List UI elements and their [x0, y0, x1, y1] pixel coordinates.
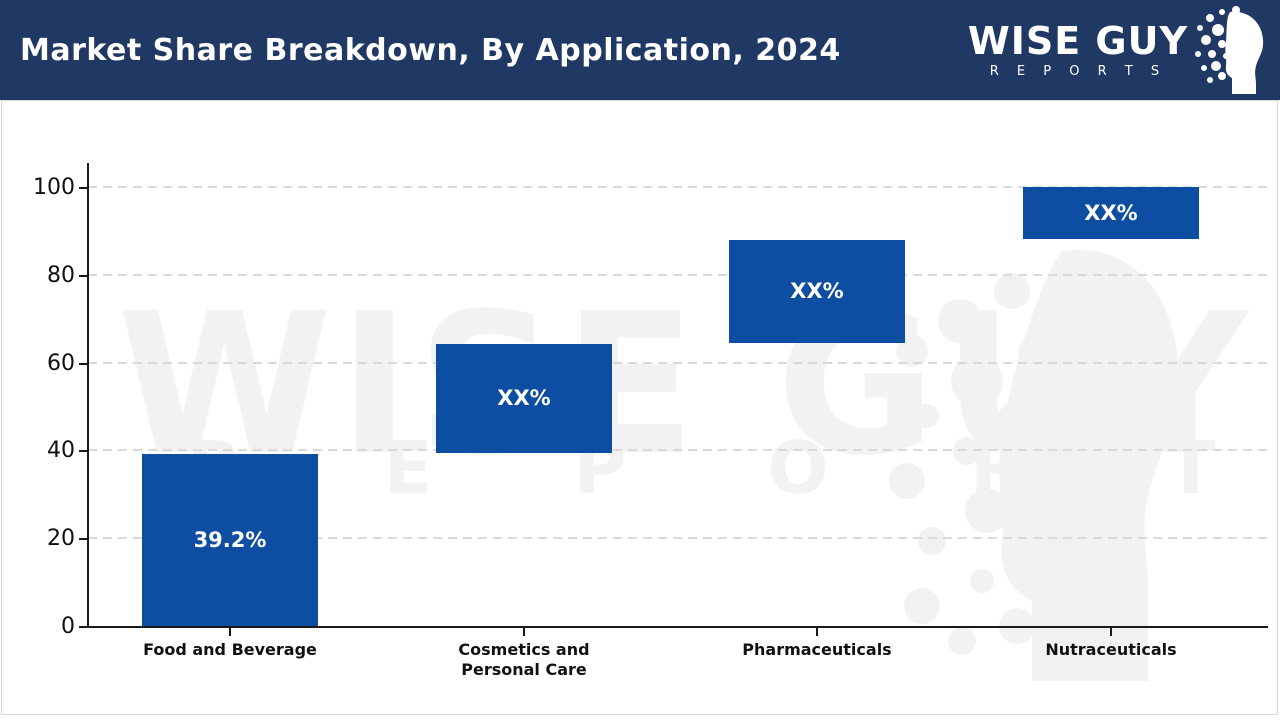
y-axis-tick: [79, 187, 87, 189]
x-category-label: Pharmaceuticals: [742, 640, 892, 659]
brand-logo: WISE GUY R E P O R T S: [968, 6, 1266, 94]
x-category-label: Cosmetics and Personal Care: [458, 640, 590, 679]
watermark-head-dots-icon: [889, 249, 1179, 681]
bar-value-label: XX%: [497, 386, 551, 411]
bar-value-label: 39.2%: [193, 527, 267, 552]
y-tick-label: 60: [47, 350, 75, 376]
x-axis-tick: [523, 628, 525, 636]
bar-value-label: XX%: [1084, 201, 1138, 226]
y-axis-tick: [79, 450, 87, 453]
grid-line: [88, 361, 1268, 364]
x-axis-tick: [229, 628, 231, 636]
x-axis-tick: [1110, 628, 1112, 636]
y-tick-label: 100: [33, 175, 75, 200]
x-category-label: Nutraceuticals: [1045, 640, 1177, 659]
y-axis-tick: [79, 626, 87, 628]
page-title: Market Share Breakdown, By Application, …: [20, 32, 841, 68]
grid-line: [88, 537, 1268, 540]
x-axis-tick: [816, 628, 818, 636]
brand-logo-subtitle: R E P O R T S: [989, 63, 1167, 79]
brand-head-dots-icon: [1195, 6, 1264, 94]
y-tick-label: 0: [61, 614, 75, 639]
grid-line: [88, 186, 1268, 188]
y-axis-line: [87, 163, 89, 628]
y-tick-label: 80: [47, 262, 75, 288]
grid-line: [88, 449, 1268, 452]
y-axis-tick: [79, 538, 87, 541]
bar-food-and-beverage: [142, 453, 318, 626]
header-band: Market Share Breakdown, By Application, …: [0, 0, 1280, 100]
bar-nutraceuticals: [1023, 187, 1199, 240]
grid-line: [88, 273, 1268, 276]
y-axis-tick: [79, 362, 87, 365]
x-category-label: Food and Beverage: [143, 640, 317, 659]
bar-cosmetics-and-personal-care: [436, 343, 612, 453]
y-tick-label: 20: [47, 526, 75, 552]
brand-logo-name: WISE GUY: [967, 18, 1188, 63]
bar-pharmaceuticals: [729, 239, 905, 343]
x-axis-line: [87, 626, 1268, 628]
y-axis-tick: [79, 274, 87, 277]
y-tick-label: 40: [47, 438, 75, 464]
bar-value-label: XX%: [790, 279, 844, 304]
